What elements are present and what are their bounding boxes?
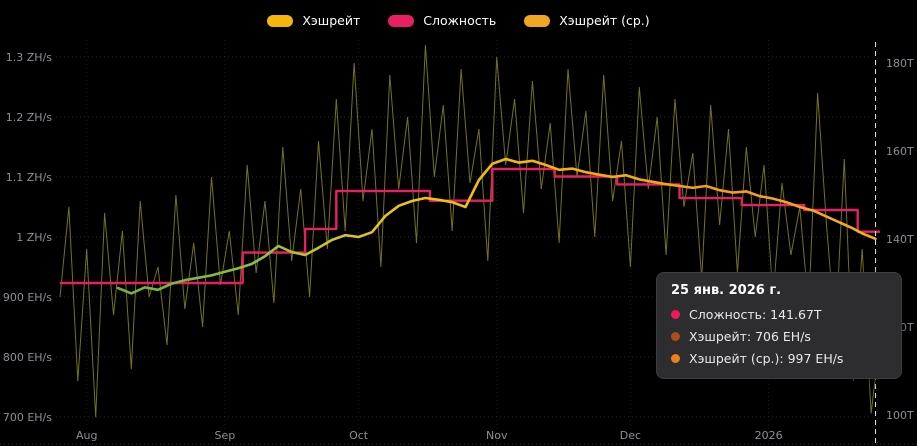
x-tick-label: 2026	[755, 429, 783, 442]
y-left-tick-label: 700 EH/s	[3, 411, 52, 424]
hashrate-dot-icon	[671, 332, 680, 341]
tooltip-hashrate-avg-value: Хэшрейт (ср.): 997 EH/s	[689, 351, 844, 366]
y-left-tick-label: 1.1 ZH/s	[6, 171, 53, 184]
x-tick-label: Aug	[76, 429, 97, 442]
legend-item-hashrate-avg[interactable]: Хэшрейт (ср.)	[524, 13, 650, 28]
hashrate-avg-dot-icon	[671, 354, 680, 363]
y-right-tick-label: 160T	[886, 145, 914, 158]
tooltip-difficulty-value: Сложность: 141.67T	[689, 307, 822, 322]
hashrate-legend-label: Хэшрейт	[302, 13, 361, 28]
x-tick-label: Sep	[215, 429, 236, 442]
difficulty-swatch	[388, 14, 415, 27]
chart-tooltip: 25 янв. 2026 г. Сложность: 141.67T Хэшре…	[656, 272, 902, 379]
tooltip-date: 25 янв. 2026 г.	[671, 283, 782, 298]
y-right-tick-label: 100T	[886, 409, 914, 422]
tooltip-hashrate-value: Хэшрейт: 706 EH/s	[689, 329, 811, 344]
x-tick-label: Dec	[620, 429, 641, 442]
y-left-tick-label: 800 EH/s	[3, 351, 52, 364]
y-left-tick-label: 900 EH/s	[3, 291, 52, 304]
tooltip-row-hashrate-avg: Хэшрейт (ср.): 997 EH/s	[671, 351, 887, 366]
hashrate-line	[59, 44, 881, 418]
x-tick-label: Nov	[486, 429, 508, 442]
legend-item-difficulty[interactable]: Сложность	[388, 13, 496, 28]
y-right-tick-label: 180T	[886, 57, 914, 70]
y-left-tick-label: 1 ZH/s	[16, 231, 52, 244]
legend: Хэшрейт Сложность Хэшрейт (ср.)	[0, 13, 917, 28]
y-left-tick-label: 1.2 ZH/s	[6, 111, 53, 124]
difficulty-legend-label: Сложность	[423, 13, 497, 28]
hashrate-swatch	[267, 14, 294, 27]
hashrate-avg-legend-label: Хэшрейт (ср.)	[559, 13, 650, 28]
tooltip-row-difficulty: Сложность: 141.67T	[671, 307, 887, 322]
y-left-tick-label: 1.3 ZH/s	[6, 51, 53, 64]
y-right-tick-label: 140T	[886, 233, 914, 246]
legend-item-hashrate[interactable]: Хэшрейт	[267, 13, 360, 28]
hashrate-avg-swatch	[524, 14, 551, 27]
difficulty-line	[60, 167, 880, 285]
hashrate-avg-line	[116, 157, 877, 295]
tooltip-row-hashrate: Хэшрейт: 706 EH/s	[671, 329, 887, 344]
x-tick-label: Oct	[349, 429, 369, 442]
difficulty-dot-icon	[671, 310, 680, 319]
